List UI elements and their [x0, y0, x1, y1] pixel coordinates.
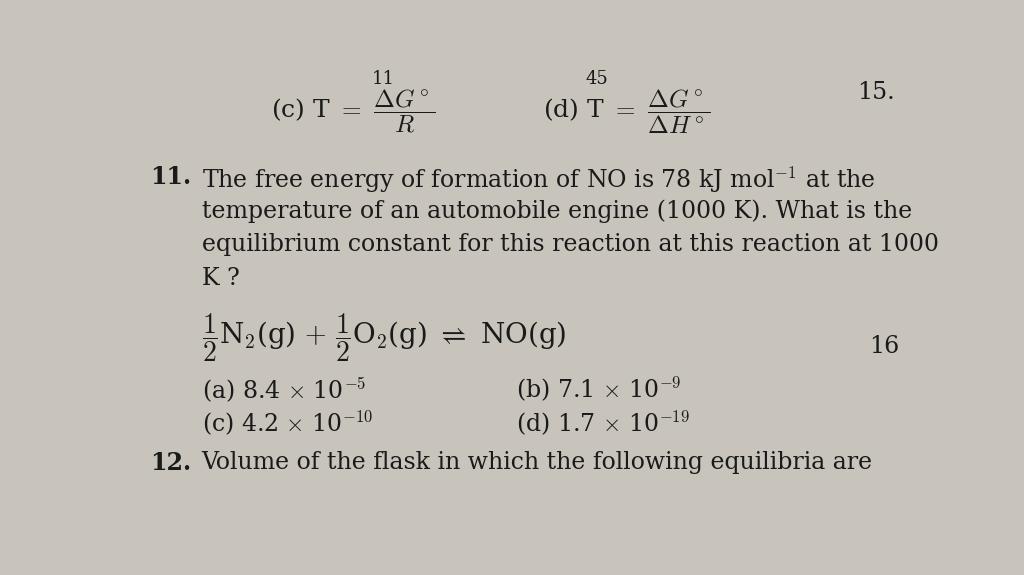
Text: 11: 11	[373, 70, 395, 88]
Text: 16: 16	[869, 335, 899, 358]
Text: $\dfrac{1}{2}$N$_2$(g) $+$ $\dfrac{1}{2}$O$_2$(g) $\rightleftharpoons$ NO(g): $\dfrac{1}{2}$N$_2$(g) $+$ $\dfrac{1}{2}…	[202, 312, 566, 364]
Text: (c) 4.2 $\times$ 10$^{-10}$: (c) 4.2 $\times$ 10$^{-10}$	[202, 409, 373, 438]
Text: 45: 45	[586, 70, 608, 88]
Text: 11.: 11.	[150, 165, 190, 189]
Text: K ?: K ?	[202, 267, 240, 290]
Text: The free energy of formation of NO is 78 kJ mol$^{-1}$ at the: The free energy of formation of NO is 78…	[202, 165, 876, 196]
Text: (a) 8.4 $\times$ 10$^{-5}$: (a) 8.4 $\times$ 10$^{-5}$	[202, 375, 366, 404]
Text: 15.: 15.	[857, 81, 895, 104]
Text: (c) T $=$ $\dfrac{\Delta G^\circ}{R}$: (c) T $=$ $\dfrac{\Delta G^\circ}{R}$	[271, 87, 435, 135]
Text: (b) 7.1 $\times$ 10$^{-9}$: (b) 7.1 $\times$ 10$^{-9}$	[515, 375, 681, 404]
Text: (d) T $=$ $\dfrac{\Delta G^\circ}{\Delta H^\circ}$: (d) T $=$ $\dfrac{\Delta G^\circ}{\Delta…	[543, 87, 710, 136]
Text: (d) 1.7 $\times$ 10$^{-19}$: (d) 1.7 $\times$ 10$^{-19}$	[515, 409, 689, 438]
Text: equilibrium constant for this reaction at this reaction at 1000: equilibrium constant for this reaction a…	[202, 233, 939, 256]
Text: Volume of the flask in which the following equilibria are: Volume of the flask in which the followi…	[202, 451, 872, 474]
Text: 12.: 12.	[150, 451, 190, 475]
Text: temperature of an automobile engine (1000 K). What is the: temperature of an automobile engine (100…	[202, 199, 912, 223]
